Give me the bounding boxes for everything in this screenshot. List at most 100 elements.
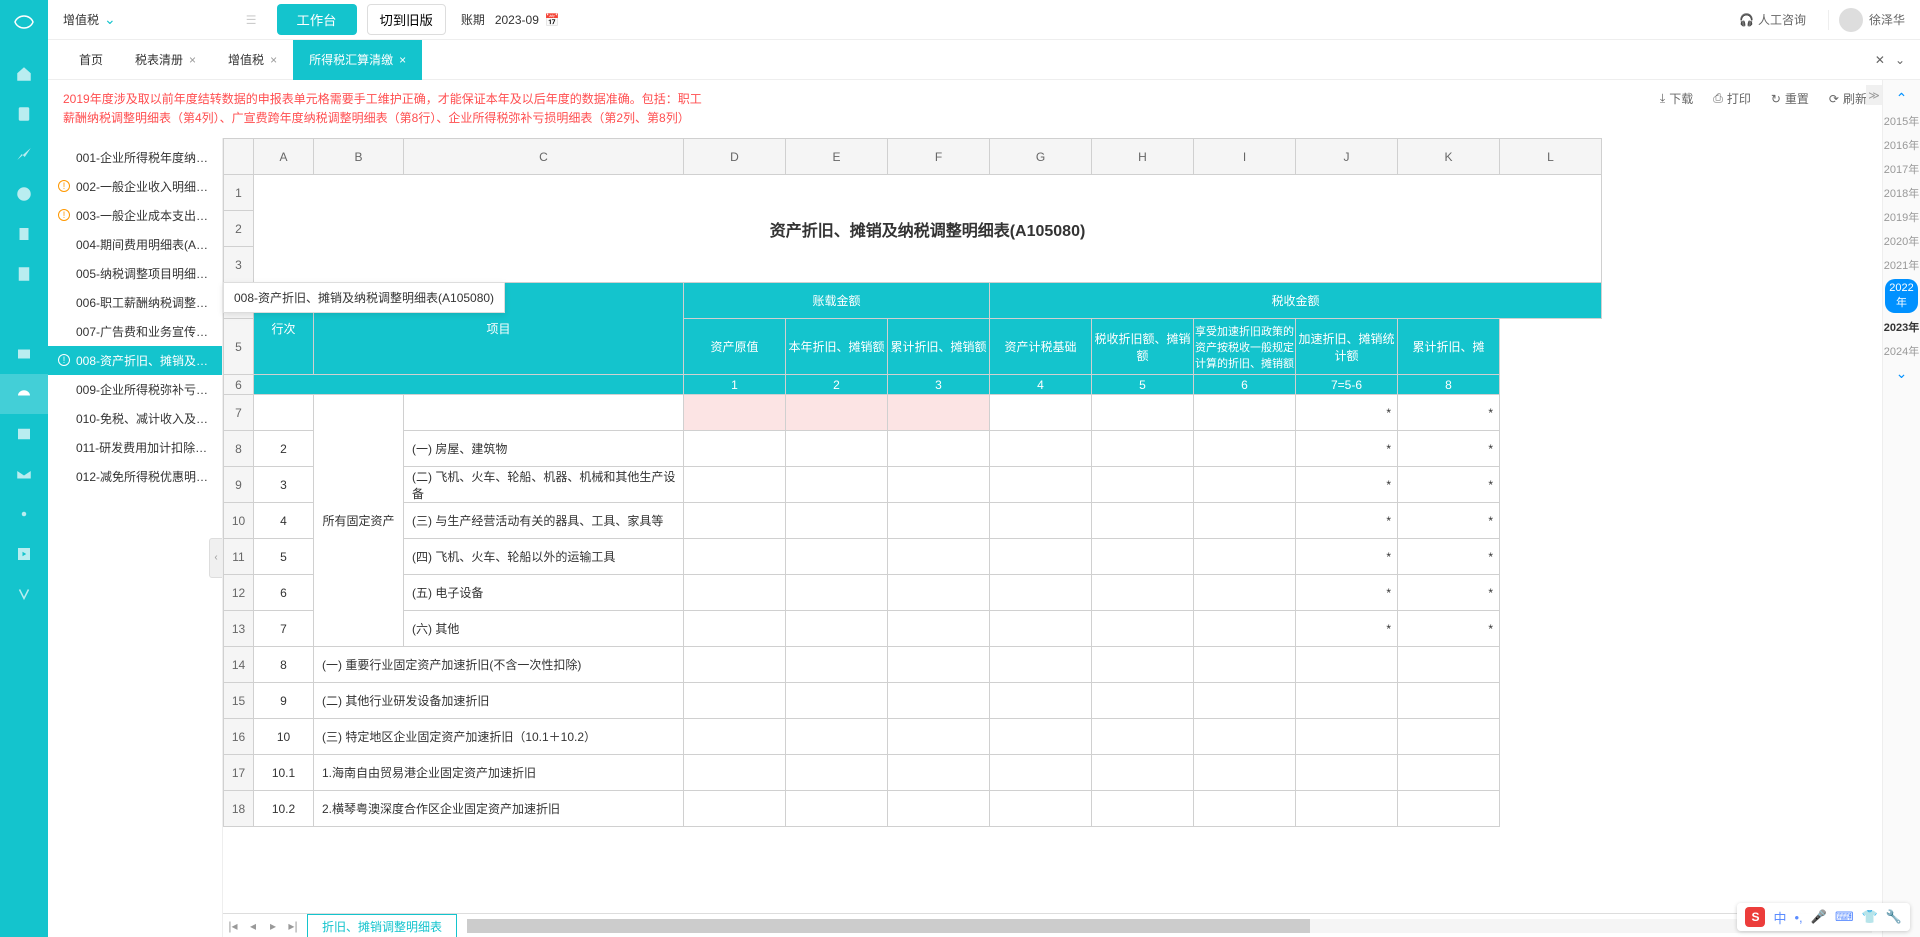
tab-vat[interactable]: 增值税× <box>212 40 293 80</box>
help-link[interactable]: 🎧 人工咨询 <box>1739 11 1806 28</box>
nav-box-icon[interactable] <box>0 334 48 374</box>
ime-tool-icon[interactable]: 🔧 <box>1886 909 1902 925</box>
tree-item[interactable]: !002-一般企业收入明细表(A1… <box>48 172 222 201</box>
sheet-nav-last[interactable]: ▸| <box>283 919 303 933</box>
tree-item[interactable]: 006-职工薪酬纳税调整明细… <box>48 288 222 317</box>
table-row[interactable]: 7所有固定资产** <box>224 395 1602 431</box>
tree-item[interactable]: 012-减免所得税优惠明细表(… <box>48 462 222 491</box>
tree-item-label: 011-研发费用加计扣除优惠… <box>76 441 222 455</box>
sheet-nav-first[interactable]: |◂ <box>223 919 243 933</box>
download-icon: ⤓ <box>1660 91 1665 106</box>
year-item[interactable]: 2024年 <box>1881 339 1920 363</box>
tab-home[interactable]: 首页 <box>63 40 119 80</box>
reset-icon: ↻ <box>1771 92 1781 106</box>
year-item[interactable]: 2018年 <box>1881 181 1920 205</box>
divider <box>1828 10 1829 30</box>
module-dropdown[interactable]: 增值税 ⌄ <box>63 11 236 28</box>
table-row[interactable]: 148(一) 重要行业固定资产加速折旧(不含一次性扣除) <box>224 647 1602 683</box>
tree-collapse-button[interactable]: ‹ <box>209 538 223 578</box>
tree-item-label: 008-资产折旧、摊销及纳税… <box>76 354 222 368</box>
table-row[interactable]: 82(一) 房屋、建筑物** <box>224 431 1602 467</box>
nav-transfer-icon[interactable] <box>0 414 48 454</box>
nav-home-icon[interactable] <box>0 54 48 94</box>
year-item[interactable]: 2015年 <box>1881 109 1920 133</box>
tree-item[interactable]: 009-企业所得税弥补亏损明… <box>48 375 222 404</box>
table-row[interactable]: 159(二) 其他行业研发设备加速折旧 <box>224 683 1602 719</box>
ime-keyboard-icon[interactable]: ⌨ <box>1835 909 1854 925</box>
tab-tax-list[interactable]: 税表清册× <box>119 40 212 80</box>
nav-clipboard-icon[interactable] <box>0 214 48 254</box>
nav-inbox-icon[interactable] <box>0 454 48 494</box>
print-button[interactable]: ⎙打印 <box>1713 90 1751 107</box>
table-row[interactable]: 126(五) 电子设备** <box>224 575 1602 611</box>
tree-item[interactable]: 005-纳税调整项目明细表(A1… <box>48 259 222 288</box>
ime-mode[interactable]: 中 <box>1773 908 1786 927</box>
period-label: 账期 <box>461 11 485 28</box>
reset-button[interactable]: ↻重置 <box>1771 90 1809 107</box>
table-row[interactable]: 93(二) 飞机、火车、轮船、机器、机械和其他生产设备** <box>224 467 1602 503</box>
close-icon[interactable]: × <box>270 53 277 67</box>
tab-close-all-icon[interactable]: ✕ <box>1875 53 1885 67</box>
horizontal-scrollbar[interactable] <box>467 919 1872 933</box>
nav-calc-icon[interactable] <box>0 254 48 294</box>
nav-doc-icon[interactable] <box>0 94 48 134</box>
year-item[interactable]: 2022年 <box>1885 279 1917 313</box>
year-item[interactable]: 2017年 <box>1881 157 1920 181</box>
ime-skin-icon[interactable]: 👕 <box>1862 909 1878 925</box>
nav-food-icon[interactable] <box>0 374 48 414</box>
year-item[interactable]: 2016年 <box>1881 133 1920 157</box>
table-row[interactable]: 1810.22.横琴粤澳深度合作区企业固定资产加速折旧 <box>224 791 1602 827</box>
tree-item[interactable]: 007-广告费和业务宣传费跨… <box>48 317 222 346</box>
nav-play-icon[interactable] <box>0 534 48 574</box>
sheet-tab[interactable]: 折旧、摊销调整明细表 <box>307 914 457 937</box>
workspace-button[interactable]: 工作台 <box>277 4 357 35</box>
year-item[interactable]: 2019年 <box>1881 205 1920 229</box>
tree-item[interactable]: 004-期间费用明细表(A1040… <box>48 230 222 259</box>
period-value[interactable]: 2023-09 <box>495 13 539 27</box>
table-row[interactable]: 137(六) 其他** <box>224 611 1602 647</box>
tabs-bar: 首页 税表清册× 增值税× 所得税汇算清缴× ✕ ⌄ <box>48 40 1920 80</box>
tree-item[interactable]: !008-资产折旧、摊销及纳税… <box>48 346 222 375</box>
year-up-icon[interactable]: ⌃ <box>1896 90 1908 107</box>
table-row[interactable]: 1610(三) 特定地区企业固定资产加速折旧（10.1＋10.2） <box>224 719 1602 755</box>
spreadsheet[interactable]: ABCDEFGHIJKL 1资产折旧、摊销及纳税调整明细表(A105080) 2… <box>223 138 1882 913</box>
sheet-nav-prev[interactable]: ◂ <box>243 919 263 933</box>
ime-voice-icon[interactable]: 🎤 <box>1811 909 1827 925</box>
nav-settings-icon[interactable] <box>0 494 48 534</box>
tree-item[interactable]: 010-免税、减计收入及加计… <box>48 404 222 433</box>
list-icon[interactable]: ☰ <box>246 13 257 27</box>
year-item[interactable]: 2020年 <box>1881 229 1920 253</box>
tree-item[interactable]: 001-企业所得税年度纳税申… <box>48 143 222 172</box>
close-icon[interactable]: × <box>189 53 196 67</box>
tab-income-tax[interactable]: 所得税汇算清缴× <box>293 40 422 80</box>
tree-item[interactable]: 011-研发费用加计扣除优惠… <box>48 433 222 462</box>
year-item[interactable]: 2021年 <box>1881 253 1920 277</box>
tree-item-label: 001-企业所得税年度纳税申… <box>76 151 222 165</box>
tree-item[interactable]: !003-一般企业成本支出明细… <box>48 201 222 230</box>
switch-version-button[interactable]: 切到旧版 <box>367 4 446 35</box>
year-down-icon[interactable]: ⌄ <box>1896 365 1908 382</box>
download-button[interactable]: ⤓下载 <box>1660 90 1693 107</box>
close-icon[interactable]: × <box>399 53 406 67</box>
nav-text-icon[interactable] <box>0 294 48 334</box>
tree-item-label: 005-纳税调整项目明细表(A1… <box>76 267 222 281</box>
nav-v-icon[interactable] <box>0 574 48 614</box>
warning-badge-icon: ! <box>58 209 70 221</box>
tree-item-label: 004-期间费用明细表(A1040… <box>76 238 222 252</box>
tab-more-icon[interactable]: ⌄ <box>1895 53 1905 67</box>
sheet-nav-next[interactable]: ▸ <box>263 919 283 933</box>
refresh-button[interactable]: ⟳刷新 <box>1829 90 1867 107</box>
nav-money-icon[interactable] <box>0 174 48 214</box>
table-row[interactable]: 1710.11.海南自由贸易港企业固定资产加速折旧 <box>224 755 1602 791</box>
warning-text: 2019年度涉及取以前年度结转数据的申报表单元格需要手工维护正确，才能保证本年及… <box>63 90 703 128</box>
ime-punct-icon[interactable]: •, <box>1795 910 1803 925</box>
user-menu[interactable]: 徐泽华 <box>1839 8 1905 32</box>
calendar-icon[interactable]: 📅 <box>545 13 560 27</box>
app-logo <box>12 10 36 34</box>
year-item[interactable]: 2023年 <box>1881 315 1920 339</box>
nav-chart-icon[interactable] <box>0 134 48 174</box>
tree-item-label: 002-一般企业收入明细表(A1… <box>76 180 222 194</box>
table-row[interactable]: 115(四) 飞机、火车、轮船以外的运输工具** <box>224 539 1602 575</box>
table-row[interactable]: 104(三) 与生产经营活动有关的器具、工具、家具等** <box>224 503 1602 539</box>
ime-toolbar[interactable]: S 中 •, 🎤 ⌨ 👕 🔧 <box>1737 903 1910 931</box>
